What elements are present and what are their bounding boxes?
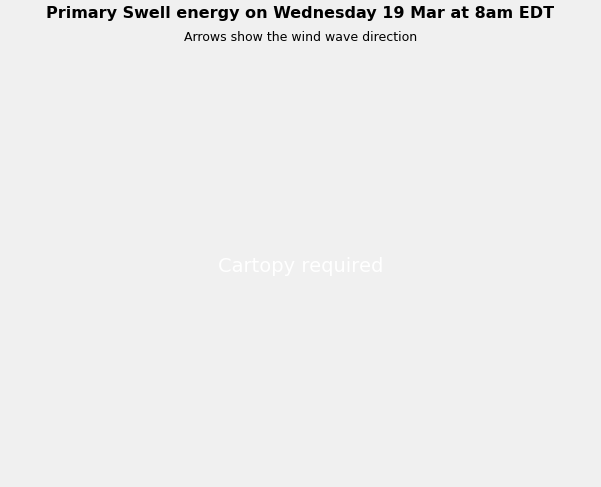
Text: Primary Swell energy on Wednesday 19 Mar at 8am EDT: Primary Swell energy on Wednesday 19 Mar… [46,6,555,21]
Text: Cartopy required: Cartopy required [218,257,383,276]
Text: Arrows show the wind wave direction: Arrows show the wind wave direction [184,31,417,43]
